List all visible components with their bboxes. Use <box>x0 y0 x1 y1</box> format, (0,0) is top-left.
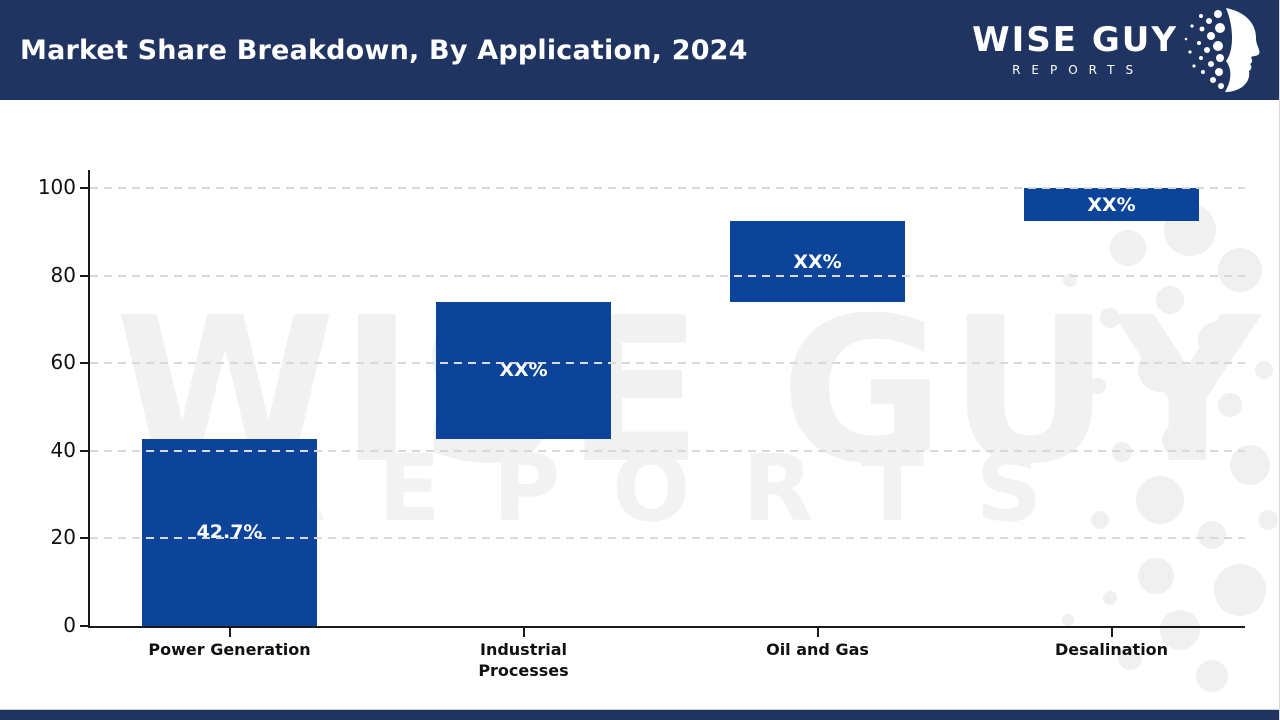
wise-guy-reports-logo: WISE GUY REPORTS <box>972 0 1266 100</box>
dotted-face-icon <box>1184 8 1260 92</box>
y-axis-tick <box>80 362 88 365</box>
x-axis-tick <box>228 628 231 637</box>
grid-line <box>90 362 1245 365</box>
bar-value-label: XX% <box>793 250 842 273</box>
y-tick-label: 80 <box>50 262 76 287</box>
y-tick-label: 100 <box>37 175 76 199</box>
chart-canvas: WISE GUY REPORTS 0 20 40 60 80 100 42.7% Power … <box>0 100 1279 710</box>
logo-wordmark: WISE GUY <box>972 20 1178 60</box>
x-tick-label: Oil and Gas <box>766 640 869 659</box>
bar: XX% <box>730 221 905 302</box>
y-tick-label: 0 <box>63 613 76 637</box>
bar-value-label: XX% <box>499 359 548 382</box>
y-tick-label: 40 <box>50 437 76 462</box>
x-axis-tick <box>816 628 819 637</box>
y-axis-tick <box>80 274 88 277</box>
grid-line <box>90 449 1245 452</box>
bar-value-label: 42.7% <box>196 521 263 544</box>
header-bar: Market Share Breakdown, By Application, … <box>0 0 1279 100</box>
x-tick-label: Power Generation <box>148 640 311 659</box>
x-axis-tick <box>1110 628 1113 637</box>
bar: XX% <box>436 301 611 439</box>
footer-bar <box>0 710 1279 720</box>
x-tick-label: Desalination <box>1054 640 1169 659</box>
y-axis-tick <box>80 449 88 452</box>
y-axis-line <box>88 170 90 628</box>
x-axis-line <box>88 626 1245 628</box>
x-axis-tick <box>522 628 525 637</box>
bar: 42.7% <box>142 438 317 626</box>
bar: XX% <box>1024 188 1199 222</box>
grid-line <box>90 187 1245 189</box>
y-tick-label: 20 <box>50 525 76 550</box>
logo-subtext: REPORTS <box>1012 63 1145 77</box>
y-axis-tick <box>80 537 88 540</box>
grid-line <box>90 537 1245 540</box>
page-title: Market Share Breakdown, By Application, … <box>20 34 748 66</box>
x-tick-label: Industrial Processes <box>478 640 569 680</box>
y-axis-tick <box>80 625 88 627</box>
grid-line <box>90 274 1245 277</box>
logo-text: WISE GUY REPORTS <box>972 23 1178 77</box>
bar-value-label: XX% <box>1087 193 1136 216</box>
y-tick-label: 60 <box>50 350 76 375</box>
y-axis-tick <box>80 187 88 189</box>
